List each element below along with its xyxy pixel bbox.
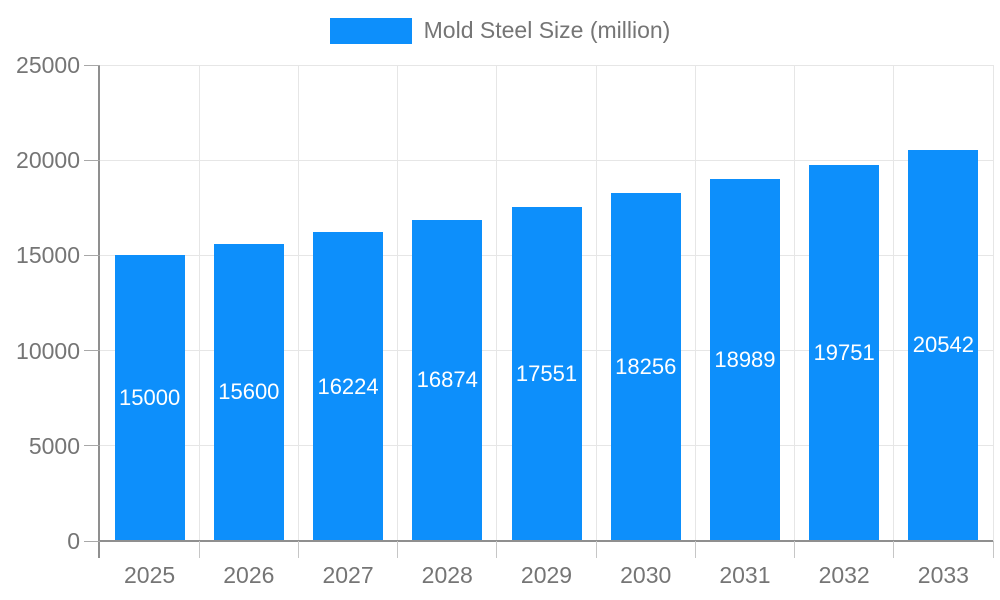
x-axis-tick [198, 541, 200, 558]
v-gridline [297, 65, 299, 541]
y-axis-tick-label: 20000 [16, 147, 80, 174]
h-gridline [100, 159, 993, 161]
v-gridline [794, 65, 796, 541]
y-axis-tick [84, 350, 100, 352]
legend-item[interactable]: Mold Steel Size (million) [0, 17, 1000, 44]
y-axis-tick [84, 64, 100, 66]
bar-value-label: 18989 [714, 347, 776, 373]
y-axis-tick-label: 25000 [16, 52, 80, 78]
bar-2025[interactable] [114, 255, 185, 541]
v-gridline [694, 65, 696, 541]
x-axis-tick-label: 2032 [818, 562, 870, 588]
x-axis-tick-label: 2025 [124, 562, 176, 588]
bar-2027[interactable] [313, 232, 384, 541]
x-axis-tick [397, 541, 399, 558]
y-axis-tick-label: 10000 [16, 337, 80, 364]
v-gridline [893, 65, 895, 541]
x-axis-tick [694, 541, 696, 558]
v-gridline [496, 65, 498, 541]
x-axis-tick-label: 2029 [520, 562, 573, 588]
x-axis-tick-label: 2027 [322, 562, 374, 588]
x-axis-tick [496, 541, 498, 558]
legend-label: Mold Steel Size (million) [423, 17, 671, 43]
y-axis-tick [84, 254, 100, 256]
v-gridline [397, 65, 399, 541]
bar-value-label: 15600 [218, 379, 280, 405]
bar-value-label: 17551 [515, 360, 578, 386]
y-axis-tick-label: 15000 [16, 242, 80, 269]
x-axis-tick-label: 2031 [719, 562, 771, 588]
bar-2028[interactable] [412, 219, 483, 541]
x-axis-tick [595, 541, 597, 558]
v-gridline [198, 65, 200, 541]
y-axis-tick-label: 0 [67, 528, 80, 554]
y-axis-tick [84, 445, 100, 447]
x-axis-tick-label: 2028 [421, 562, 473, 588]
bar-2026[interactable] [213, 243, 284, 541]
x-axis-tick [893, 541, 895, 558]
x-axis-line [100, 540, 993, 542]
y-axis-tick [84, 540, 100, 542]
legend-swatch-icon [329, 17, 412, 44]
x-axis-tick-label: 2030 [620, 562, 672, 588]
y-axis-tick-label: 5000 [28, 432, 80, 459]
bar-value-label: 16224 [317, 373, 379, 399]
bar-value-label: 15000 [119, 385, 181, 411]
bar-value-label: 16874 [416, 367, 478, 393]
x-axis-tick [794, 541, 796, 558]
x-axis-tick-label: 2033 [917, 562, 969, 588]
bar-2030[interactable] [610, 193, 681, 541]
y-axis-tick [84, 159, 100, 161]
bar-2033[interactable] [908, 149, 979, 541]
v-gridline [992, 65, 994, 541]
bar-2029[interactable] [511, 206, 582, 541]
bar-value-label: 20542 [912, 332, 974, 358]
x-axis-tick [297, 541, 299, 558]
bar-2032[interactable] [809, 164, 880, 541]
x-axis-tick-label: 2026 [223, 562, 275, 588]
bar-value-label: 19751 [813, 339, 875, 365]
y-axis-line [98, 65, 100, 558]
bar-value-label: 18256 [615, 354, 677, 380]
v-gridline [595, 65, 597, 541]
bar-2031[interactable] [709, 179, 780, 541]
x-axis-tick [992, 541, 994, 558]
h-gridline [100, 64, 993, 66]
